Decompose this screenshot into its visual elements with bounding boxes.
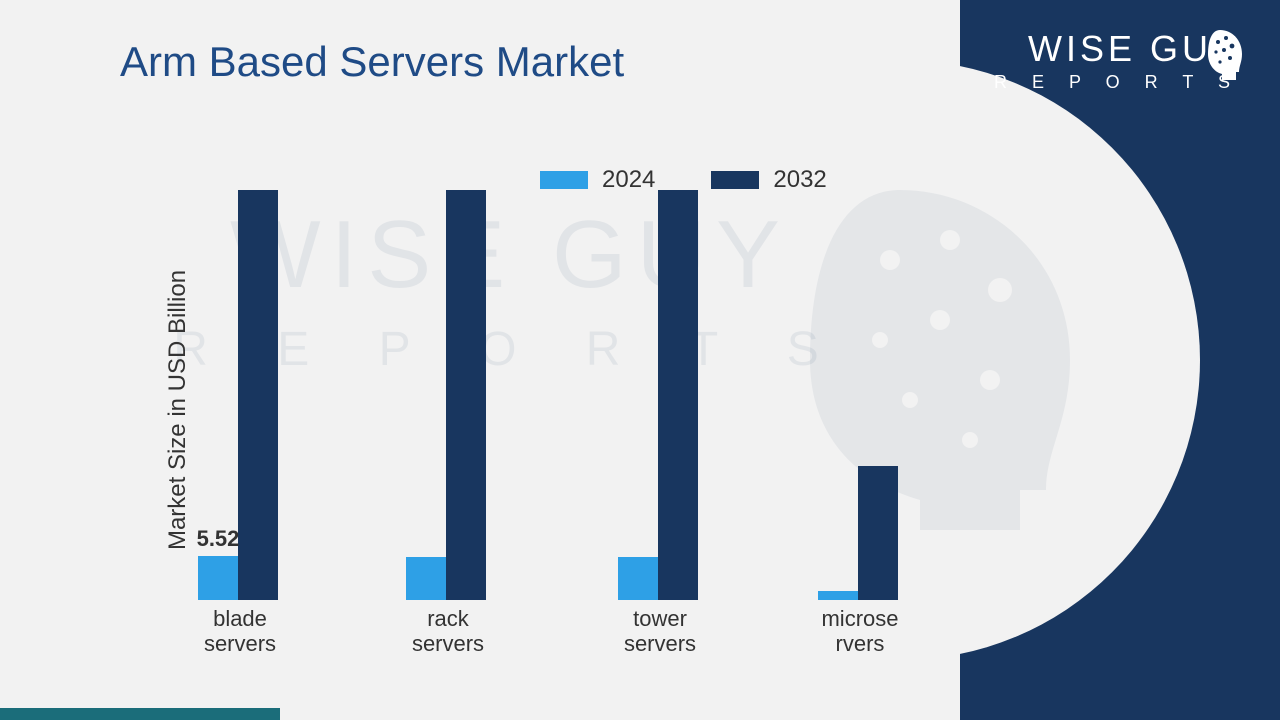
- category-label: towerservers: [600, 600, 720, 657]
- footer-strip: [0, 708, 280, 720]
- bar-2032: [446, 190, 486, 600]
- legend-swatch-2024: [540, 171, 588, 189]
- brand-logo: WISE GUY R E P O R T S: [994, 28, 1240, 93]
- bar-group: towerservers: [600, 190, 720, 600]
- legend: 2024 2032: [540, 166, 827, 194]
- brand-head-icon: [1202, 28, 1246, 84]
- chart-title: Arm Based Servers Market: [120, 38, 624, 86]
- right-panel: [960, 0, 1280, 720]
- value-label: 5.52: [188, 526, 248, 552]
- bar-2024: [406, 557, 446, 600]
- bar-2024: [818, 591, 858, 600]
- legend-label-2032: 2032: [773, 166, 826, 194]
- legend-swatch-2032: [711, 171, 759, 189]
- bar-2032: [658, 190, 698, 600]
- chart-area: Market Size in USD Billion 5.52bladeserv…: [100, 160, 960, 660]
- plot-area: 5.52bladeservers rackservers towerservers m…: [160, 190, 940, 600]
- bar-2032: [858, 466, 898, 600]
- bar-2024: [198, 556, 238, 600]
- legend-label-2024: 2024: [602, 166, 655, 194]
- legend-item-2032: 2032: [711, 166, 826, 194]
- bar-group: 5.52bladeservers: [180, 190, 300, 600]
- category-label: rackservers: [388, 600, 508, 657]
- bar-2024: [618, 557, 658, 600]
- legend-item-2024: 2024: [540, 166, 655, 194]
- category-label: microservers: [800, 600, 920, 657]
- bar-group: microservers: [800, 190, 920, 600]
- bar-group: rackservers: [388, 190, 508, 600]
- category-label: bladeservers: [180, 600, 300, 657]
